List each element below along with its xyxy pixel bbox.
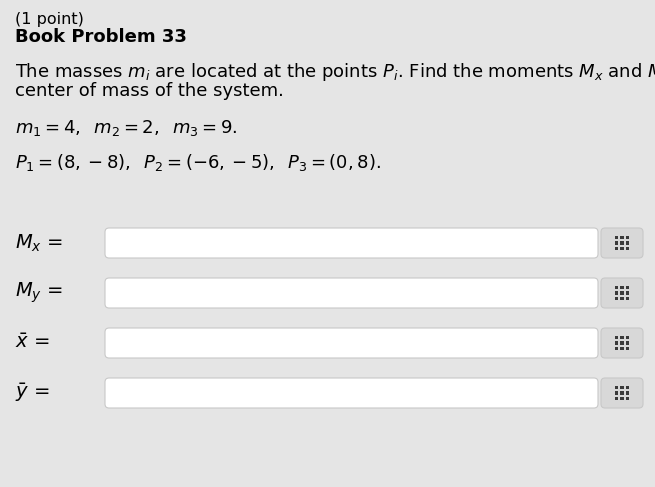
FancyBboxPatch shape bbox=[615, 291, 618, 295]
FancyBboxPatch shape bbox=[626, 397, 629, 400]
Text: Book Problem 33: Book Problem 33 bbox=[15, 28, 187, 46]
Text: $\bar{y}$ =: $\bar{y}$ = bbox=[15, 381, 50, 405]
FancyBboxPatch shape bbox=[615, 336, 618, 339]
Text: $\bar{x}$ =: $\bar{x}$ = bbox=[15, 334, 50, 353]
FancyBboxPatch shape bbox=[620, 297, 624, 300]
Text: The masses $m_i$ are located at the points $P_i$. Find the moments $M_x$ and $M_: The masses $m_i$ are located at the poin… bbox=[15, 62, 655, 86]
FancyBboxPatch shape bbox=[620, 286, 624, 289]
FancyBboxPatch shape bbox=[105, 278, 598, 308]
FancyBboxPatch shape bbox=[105, 228, 598, 258]
FancyBboxPatch shape bbox=[615, 391, 618, 395]
FancyBboxPatch shape bbox=[615, 347, 618, 350]
FancyBboxPatch shape bbox=[601, 328, 643, 358]
FancyBboxPatch shape bbox=[620, 236, 624, 239]
FancyBboxPatch shape bbox=[626, 241, 629, 245]
FancyBboxPatch shape bbox=[626, 236, 629, 239]
FancyBboxPatch shape bbox=[601, 228, 643, 258]
Text: $P_1 = (8,-8), \;\; P_2 = (-6,-5), \;\; P_3 = (0,8).$: $P_1 = (8,-8), \;\; P_2 = (-6,-5), \;\; … bbox=[15, 152, 381, 173]
FancyBboxPatch shape bbox=[626, 291, 629, 295]
FancyBboxPatch shape bbox=[620, 341, 624, 345]
FancyBboxPatch shape bbox=[620, 397, 624, 400]
FancyBboxPatch shape bbox=[626, 341, 629, 345]
FancyBboxPatch shape bbox=[620, 347, 624, 350]
FancyBboxPatch shape bbox=[601, 278, 643, 308]
FancyBboxPatch shape bbox=[620, 391, 624, 395]
FancyBboxPatch shape bbox=[626, 391, 629, 395]
FancyBboxPatch shape bbox=[626, 297, 629, 300]
FancyBboxPatch shape bbox=[615, 297, 618, 300]
FancyBboxPatch shape bbox=[626, 336, 629, 339]
FancyBboxPatch shape bbox=[620, 241, 624, 245]
Text: $M_x$ =: $M_x$ = bbox=[15, 232, 63, 254]
FancyBboxPatch shape bbox=[626, 386, 629, 389]
FancyBboxPatch shape bbox=[615, 247, 618, 250]
FancyBboxPatch shape bbox=[626, 247, 629, 250]
FancyBboxPatch shape bbox=[615, 397, 618, 400]
FancyBboxPatch shape bbox=[626, 286, 629, 289]
FancyBboxPatch shape bbox=[615, 241, 618, 245]
FancyBboxPatch shape bbox=[105, 328, 598, 358]
FancyBboxPatch shape bbox=[615, 386, 618, 389]
Text: $m_1 = 4,\;\; m_2 = 2,\;\; m_3 = 9.$: $m_1 = 4,\;\; m_2 = 2,\;\; m_3 = 9.$ bbox=[15, 118, 238, 138]
Text: center of mass of the system.: center of mass of the system. bbox=[15, 82, 284, 100]
FancyBboxPatch shape bbox=[620, 336, 624, 339]
FancyBboxPatch shape bbox=[626, 347, 629, 350]
FancyBboxPatch shape bbox=[105, 378, 598, 408]
FancyBboxPatch shape bbox=[620, 247, 624, 250]
Text: $M_y$ =: $M_y$ = bbox=[15, 281, 63, 305]
FancyBboxPatch shape bbox=[620, 386, 624, 389]
FancyBboxPatch shape bbox=[620, 291, 624, 295]
FancyBboxPatch shape bbox=[615, 236, 618, 239]
Text: (1 point): (1 point) bbox=[15, 12, 84, 27]
FancyBboxPatch shape bbox=[601, 378, 643, 408]
FancyBboxPatch shape bbox=[615, 341, 618, 345]
FancyBboxPatch shape bbox=[615, 286, 618, 289]
